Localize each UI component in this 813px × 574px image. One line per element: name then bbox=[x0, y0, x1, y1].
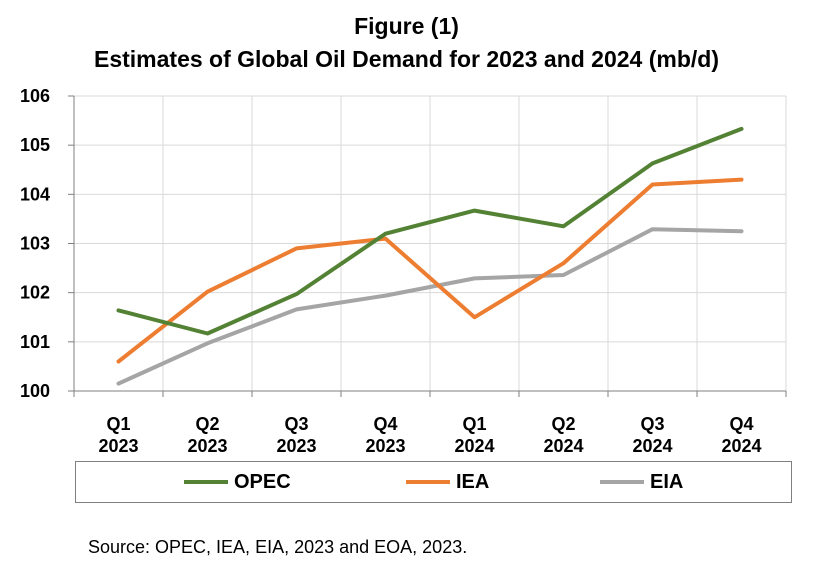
x-tick-label-quarter: Q2 bbox=[551, 414, 575, 434]
x-tick-label-quarter: Q1 bbox=[462, 414, 486, 434]
x-tick-label-quarter: Q3 bbox=[640, 414, 664, 434]
legend-swatch-iea bbox=[406, 480, 450, 484]
legend-swatch-opec bbox=[184, 480, 228, 484]
legend-label-opec: OPEC bbox=[234, 470, 291, 493]
y-tick-label: 106 bbox=[20, 86, 50, 106]
y-tick-label: 103 bbox=[20, 234, 50, 254]
source-note: Source: OPEC, IEA, EIA, 2023 and EOA, 20… bbox=[88, 537, 468, 557]
legend-label-iea: IEA bbox=[456, 470, 490, 493]
x-tick-label-year: 2023 bbox=[276, 436, 316, 456]
x-tick-label-quarter: Q2 bbox=[195, 414, 219, 434]
series-line-eia bbox=[116, 227, 744, 386]
x-tick-label-year: 2023 bbox=[187, 436, 227, 456]
chart-subtitle: Estimates of Global Oil Demand for 2023 … bbox=[94, 46, 719, 72]
y-tick-label: 100 bbox=[20, 381, 50, 401]
x-tick-label-year: 2023 bbox=[98, 436, 138, 456]
x-tick-label-year: 2024 bbox=[543, 436, 583, 456]
series-line-iea bbox=[116, 177, 744, 364]
legend-item-iea: IEA bbox=[406, 462, 489, 502]
legend-swatch-eia bbox=[600, 480, 644, 484]
legend-item-opec: OPEC bbox=[184, 462, 291, 502]
series-line-opec bbox=[116, 126, 744, 336]
x-tick-label-year: 2023 bbox=[365, 436, 405, 456]
chart-legend: OPEC IEA EIA bbox=[75, 461, 792, 503]
x-tick-label-quarter: Q4 bbox=[373, 414, 397, 434]
x-tick-label-quarter: Q3 bbox=[284, 414, 308, 434]
y-tick-label: 102 bbox=[20, 283, 50, 303]
x-tick-label-year: 2024 bbox=[454, 436, 494, 456]
x-tick-label-quarter: Q1 bbox=[106, 414, 130, 434]
chart-title: Figure (1) bbox=[354, 13, 459, 39]
y-tick-label: 104 bbox=[20, 184, 50, 204]
x-tick-label-quarter: Q4 bbox=[729, 414, 753, 434]
x-tick-label-year: 2024 bbox=[721, 436, 761, 456]
legend-label-eia: EIA bbox=[650, 470, 684, 493]
y-tick-label: 105 bbox=[20, 135, 50, 155]
x-tick-label-year: 2024 bbox=[632, 436, 672, 456]
y-tick-label: 101 bbox=[20, 332, 50, 352]
legend-item-eia: EIA bbox=[600, 462, 683, 502]
